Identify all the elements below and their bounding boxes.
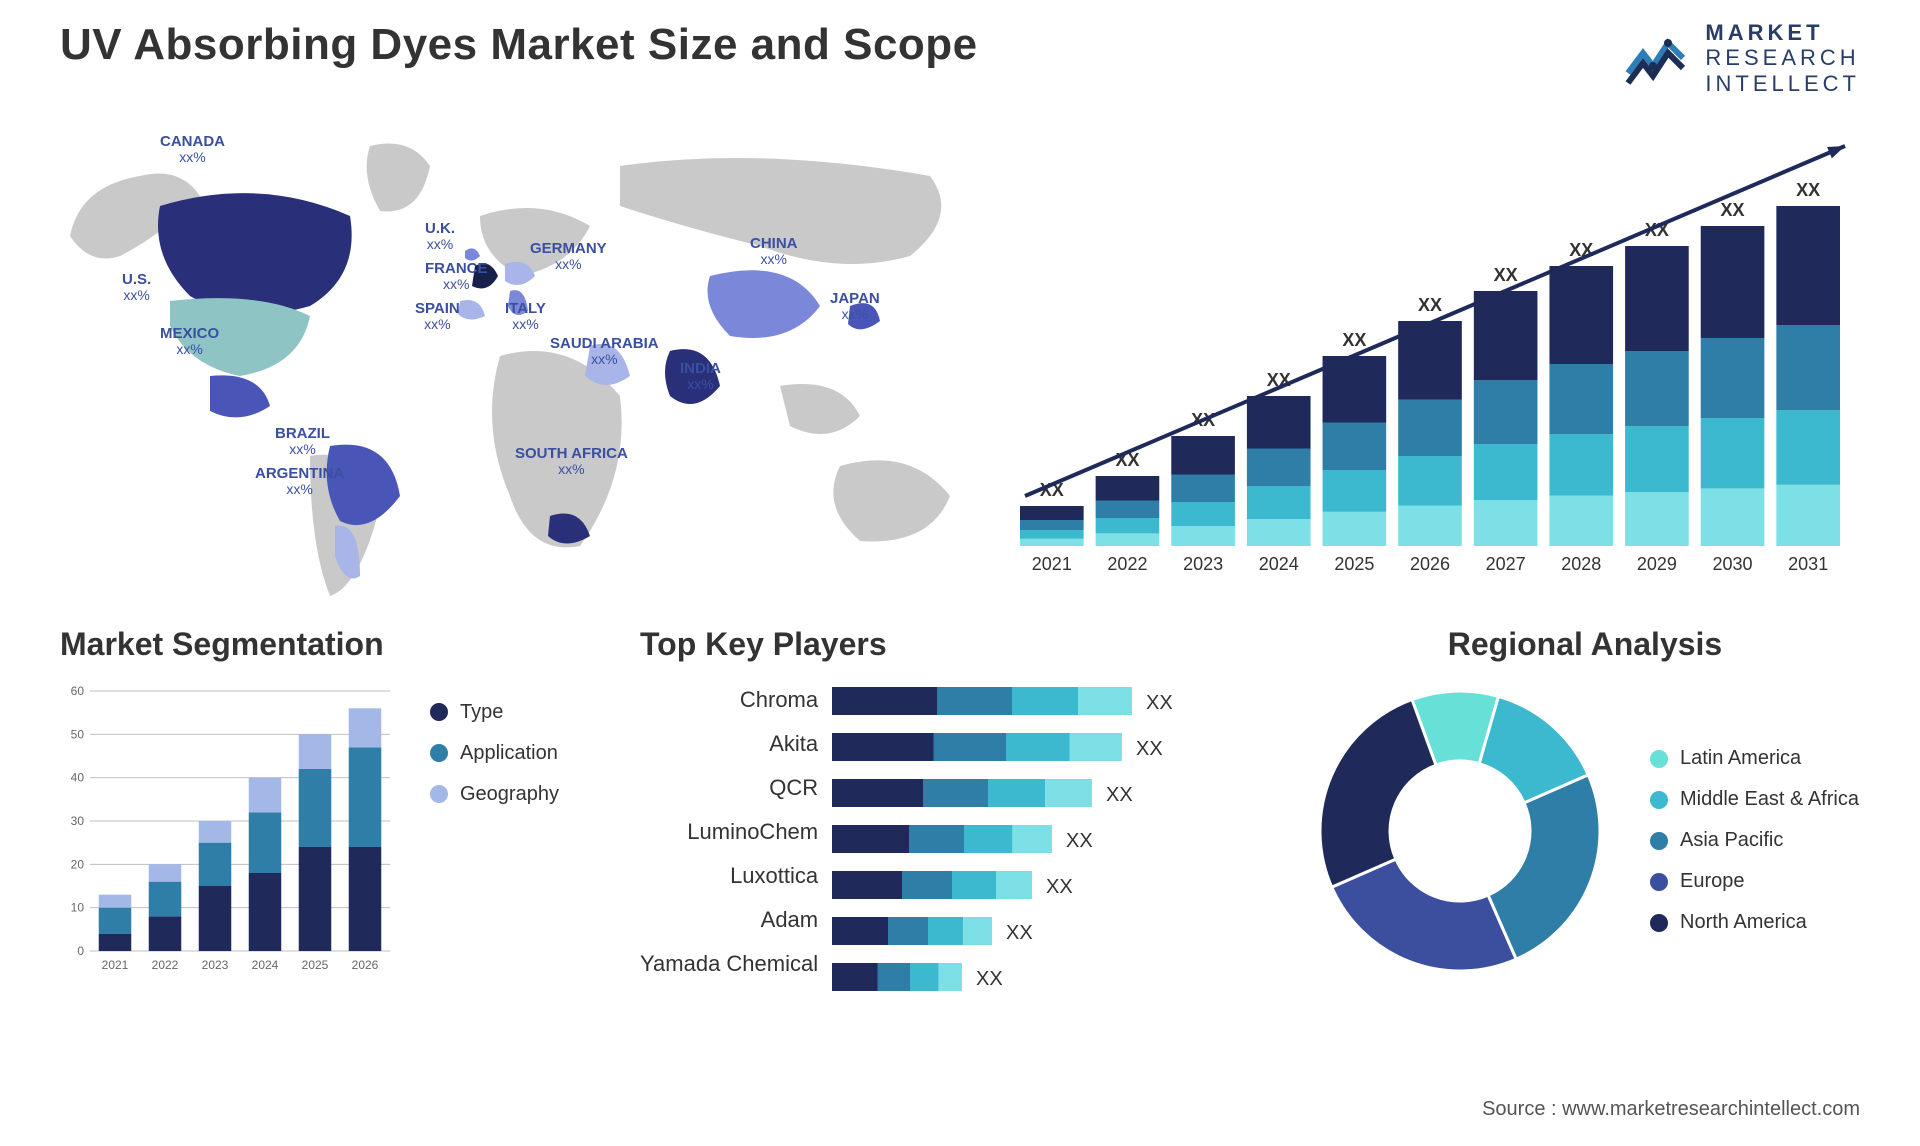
segmentation-title: Market Segmentation — [60, 626, 610, 663]
logo-icon — [1623, 28, 1693, 88]
svg-text:2021: 2021 — [1032, 554, 1072, 574]
svg-text:2026: 2026 — [1410, 554, 1450, 574]
player-label: LuminoChem — [687, 819, 818, 845]
map-label: SOUTH AFRICAxx% — [515, 446, 628, 478]
world-map-panel: CANADAxx% U.S.xx% MEXICOxx% BRAZILxx% ARGENT… — [60, 126, 980, 596]
map-label: ITALYxx% — [505, 301, 546, 333]
player-label: Chroma — [740, 687, 818, 713]
world-map — [60, 126, 980, 596]
svg-text:20: 20 — [71, 857, 85, 871]
svg-text:2023: 2023 — [1183, 554, 1223, 574]
logo-text: MARKET RESEARCH INTELLECT — [1705, 20, 1860, 96]
growth-chart-panel: XX2021XX2022XX2023XX2024XX2025XX2026XX20… — [1020, 126, 1860, 596]
source-attribution: Source : www.marketresearchintellect.com — [1482, 1098, 1860, 1121]
svg-text:40: 40 — [71, 771, 85, 785]
svg-text:2026: 2026 — [352, 958, 379, 972]
brand-logo: MARKET RESEARCH INTELLECT — [1623, 20, 1860, 96]
regional-panel: Regional Analysis Latin America Middle Ea… — [1310, 626, 1860, 1011]
growth-bar-chart: XX2021XX2022XX2023XX2024XX2025XX2026XX20… — [1020, 126, 1850, 596]
map-label: U.S.xx% — [122, 272, 151, 304]
svg-text:2027: 2027 — [1486, 554, 1526, 574]
svg-text:XX: XX — [1418, 295, 1442, 315]
svg-text:2021: 2021 — [102, 958, 129, 972]
key-players-title: Top Key Players — [640, 626, 1280, 663]
player-label: Adam — [761, 907, 818, 933]
svg-text:2030: 2030 — [1713, 554, 1753, 574]
svg-text:XX: XX — [976, 968, 1003, 990]
player-label: Yamada Chemical — [640, 951, 818, 977]
segmentation-chart: 0 10 20 30 40 50 60 2021 2022 2023 2024 2025 2026 — [60, 681, 400, 981]
legend-item: Europe — [1650, 870, 1859, 893]
map-label: FRANCExx% — [425, 261, 488, 293]
svg-text:XX: XX — [1006, 922, 1033, 944]
svg-text:XX: XX — [1721, 200, 1745, 220]
legend-item: Application — [430, 742, 559, 765]
svg-text:XX: XX — [1342, 330, 1366, 350]
svg-text:XX: XX — [1146, 692, 1173, 714]
legend-item: Type — [430, 701, 559, 724]
legend-item: Geography — [430, 783, 559, 806]
map-label: GERMANYxx% — [530, 241, 607, 273]
map-label: INDIAxx% — [680, 361, 721, 393]
svg-text:XX: XX — [1046, 876, 1073, 898]
svg-text:XX: XX — [1066, 830, 1093, 852]
map-label: U.K.xx% — [425, 221, 455, 253]
svg-text:0: 0 — [77, 944, 84, 958]
key-players-chart: XX XX XX XX XX XX XX — [832, 681, 1252, 1011]
svg-text:2022: 2022 — [1107, 554, 1147, 574]
map-label: BRAZILxx% — [275, 426, 330, 458]
svg-text:XX: XX — [1106, 784, 1133, 806]
svg-text:XX: XX — [1494, 265, 1518, 285]
player-label: QCR — [769, 775, 818, 801]
svg-text:XX: XX — [1136, 738, 1163, 760]
legend-item: Latin America — [1650, 747, 1859, 770]
legend-item: Middle East & Africa — [1650, 788, 1859, 811]
svg-text:2024: 2024 — [252, 958, 279, 972]
svg-text:30: 30 — [71, 814, 85, 828]
regional-legend: Latin America Middle East & Africa Asia Pa… — [1650, 727, 1859, 934]
map-label: JAPANxx% — [830, 291, 880, 323]
legend-item: North America — [1650, 911, 1859, 934]
key-players-labels: Chroma Akita QCR LuminoChem Luxottica Adam Yam… — [640, 681, 832, 1011]
player-label: Akita — [769, 731, 818, 757]
svg-text:2022: 2022 — [152, 958, 179, 972]
svg-text:2023: 2023 — [202, 958, 229, 972]
page-title: UV Absorbing Dyes Market Size and Scope — [60, 20, 978, 70]
map-label: CANADAxx% — [160, 134, 225, 166]
regional-donut-chart — [1310, 681, 1610, 981]
key-players-panel: Top Key Players Chroma Akita QCR LuminoChem… — [640, 626, 1280, 1011]
map-label: MEXICOxx% — [160, 326, 219, 358]
svg-text:10: 10 — [71, 901, 85, 915]
svg-text:2028: 2028 — [1561, 554, 1601, 574]
svg-text:2025: 2025 — [302, 958, 329, 972]
svg-text:50: 50 — [71, 727, 85, 741]
map-label: ARGENTINAxx% — [255, 466, 344, 498]
svg-text:2025: 2025 — [1334, 554, 1374, 574]
svg-text:2031: 2031 — [1788, 554, 1828, 574]
player-label: Luxottica — [730, 863, 818, 889]
svg-text:2029: 2029 — [1637, 554, 1677, 574]
svg-text:60: 60 — [71, 684, 85, 698]
map-label: SAUDI ARABIAxx% — [550, 336, 659, 368]
svg-text:XX: XX — [1796, 180, 1820, 200]
svg-text:2024: 2024 — [1259, 554, 1299, 574]
segmentation-panel: Market Segmentation 0 10 20 30 40 50 60 2021 202… — [60, 626, 610, 1011]
map-label: CHINAxx% — [750, 236, 798, 268]
legend-item: Asia Pacific — [1650, 829, 1859, 852]
segmentation-legend: Type Application Geography — [430, 681, 559, 981]
map-label: SPAINxx% — [415, 301, 460, 333]
regional-title: Regional Analysis — [1310, 626, 1860, 663]
